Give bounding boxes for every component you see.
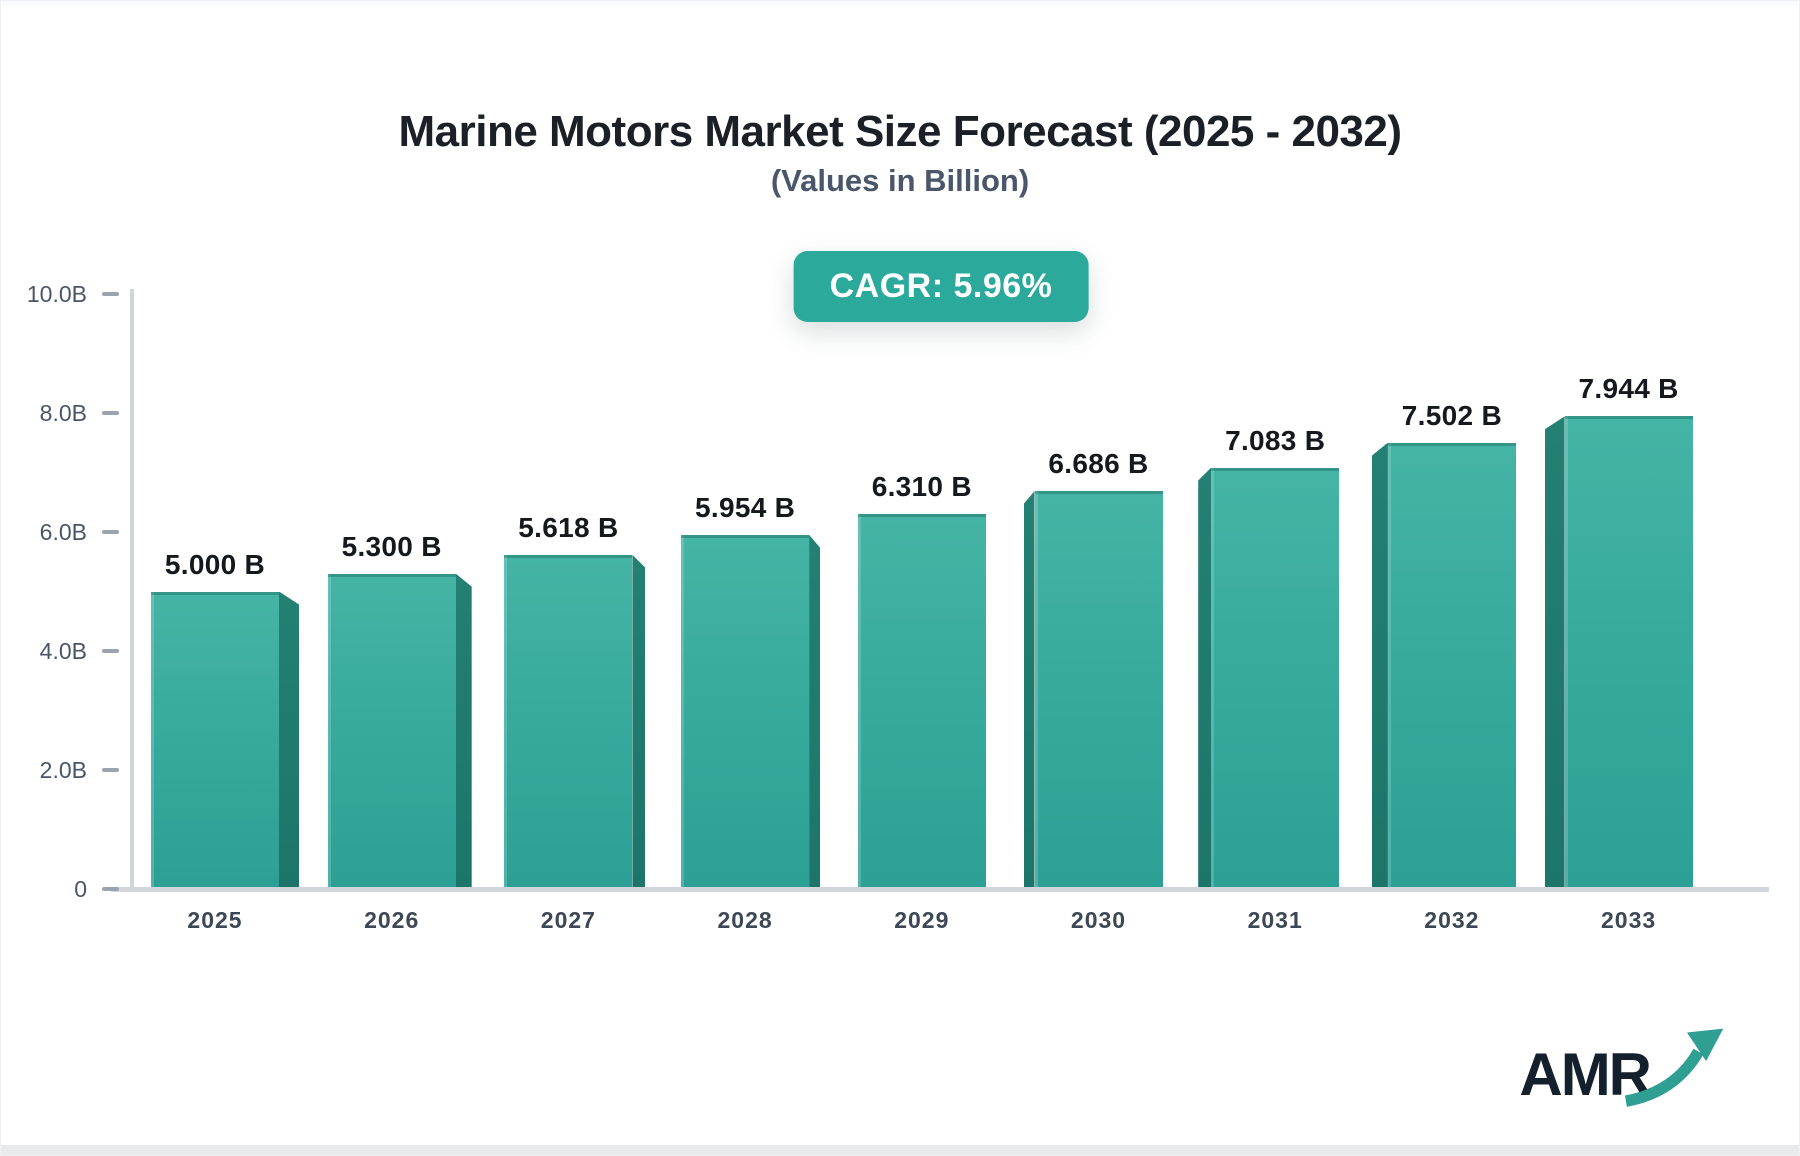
y-tick-mark [102,411,119,415]
x-axis-label-2030: 2030 [1070,907,1127,933]
x-axis-label-2028: 2028 [717,907,773,933]
x-axis-label-2031: 2031 [1247,907,1303,933]
y-tick-mark [102,887,119,891]
y-tick-mark [102,768,119,772]
bar-side-face-2030 [1023,491,1035,887]
bar-side-face-2032 [1371,442,1388,887]
bar-2030 [1034,491,1163,887]
x-axis-label-2029: 2029 [894,907,950,933]
y-axis-line [130,289,134,889]
bar-value-label: 5.618 B [518,511,619,543]
x-axis-label-2027: 2027 [540,907,596,933]
y-tick-label: 10.0B [26,281,87,307]
bar-value-label: 7.944 B [1578,373,1679,405]
bar-value-label: 5.954 B [695,491,796,523]
y-tick-label: 8.0B [39,400,87,426]
y-tick-mark [102,649,119,653]
bar-side-face-2028 [809,534,821,887]
y-tick-label: 6.0B [39,519,87,545]
growth-arrow-icon [1624,1028,1724,1107]
bar-side-face-2027 [632,554,646,887]
bar-side-face-2025 [279,591,299,887]
x-axis-label-2025: 2025 [187,907,243,933]
top-edge-strip [1,1,1799,6]
bar-2032 [1387,442,1516,887]
bar-2027 [504,554,633,887]
bar-2031 [1211,467,1340,887]
amr-logo-text: AMR [1519,1041,1652,1108]
bar-value-label: 5.300 B [341,530,442,562]
bar-2026 [327,573,456,887]
amr-logo: AMR [1519,1019,1729,1108]
y-tick-label: 4.0B [39,638,87,664]
bar-value-label: 5.000 B [164,548,266,580]
bar-side-face-2031 [1198,467,1212,887]
y-tick-mark [102,292,119,296]
bar-2029 [857,513,986,887]
bar-side-face-2026 [455,573,472,887]
bar-2028 [681,534,810,887]
y-tick-label: 2.0B [39,757,87,783]
bar-side-face-2033 [1544,416,1565,887]
y-tick-label: 0 [74,876,87,902]
y-tick-mark [102,530,119,534]
bar-2033 [1564,416,1693,887]
bar-value-label: 6.686 B [1048,448,1149,480]
x-axis-line [111,887,1769,892]
x-axis-label-2026: 2026 [364,907,420,933]
bar-value-label: 7.083 B [1225,424,1326,456]
chart-subtitle: (Values in Billion) [770,163,1030,198]
bar-value-label: 7.502 B [1401,399,1502,431]
x-axis-label-2033: 2033 [1601,907,1657,933]
chart-title: Marine Motors Market Size Forecast (2025… [398,107,1402,156]
x-axis-label-2032: 2032 [1424,907,1480,933]
bar-2025 [151,591,279,887]
cagr-badge: CAGR: 5.96% [793,251,1089,322]
bottom-edge-strip [1,1145,1799,1155]
bar-value-label: 6.310 B [871,470,972,502]
